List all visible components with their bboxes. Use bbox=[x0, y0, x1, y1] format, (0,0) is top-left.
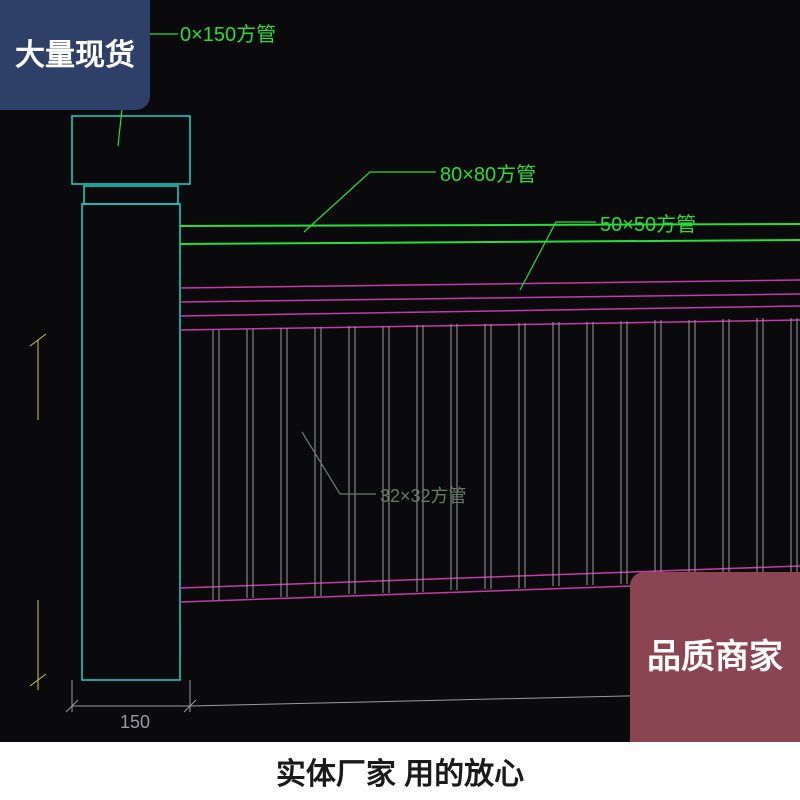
rail-magenta-t2b bbox=[180, 320, 800, 330]
footer-text: 实体厂家 用的放心 bbox=[276, 749, 524, 793]
label-tube80: 80×80方管 bbox=[440, 158, 536, 187]
label-tube150: 0×150方管 bbox=[180, 18, 276, 47]
leader-80 bbox=[304, 172, 436, 232]
post-body bbox=[82, 204, 180, 680]
dim-150-text: 150 bbox=[120, 712, 150, 733]
leader-32 bbox=[302, 432, 376, 494]
rail-green-1 bbox=[180, 224, 800, 226]
footer-banner: 实体厂家 用的放心 bbox=[0, 742, 800, 800]
balusters bbox=[213, 318, 797, 600]
rail-green-2 bbox=[180, 240, 800, 244]
cad-canvas: 0×150方管 80×80方管 50×50方管 32×32方管 150 50 大… bbox=[0, 0, 800, 800]
badge-quality: 品质商家 bbox=[630, 572, 800, 742]
post-cap bbox=[72, 116, 190, 184]
leader-50 bbox=[520, 222, 596, 290]
rail-magenta-t1a bbox=[180, 280, 800, 288]
left-dim-partial bbox=[30, 334, 46, 690]
badge-stock: 大量现货 bbox=[0, 0, 150, 110]
rail-magenta-t2a bbox=[180, 306, 800, 316]
post-neck bbox=[84, 186, 178, 204]
label-tube32: 32×32方管 bbox=[380, 482, 467, 508]
rail-magenta-t1b bbox=[180, 294, 800, 302]
badge-stock-text: 大量现货 bbox=[15, 36, 135, 75]
badge-quality-text: 品质商家 bbox=[647, 636, 783, 679]
label-tube50: 50×50方管 bbox=[600, 208, 696, 237]
